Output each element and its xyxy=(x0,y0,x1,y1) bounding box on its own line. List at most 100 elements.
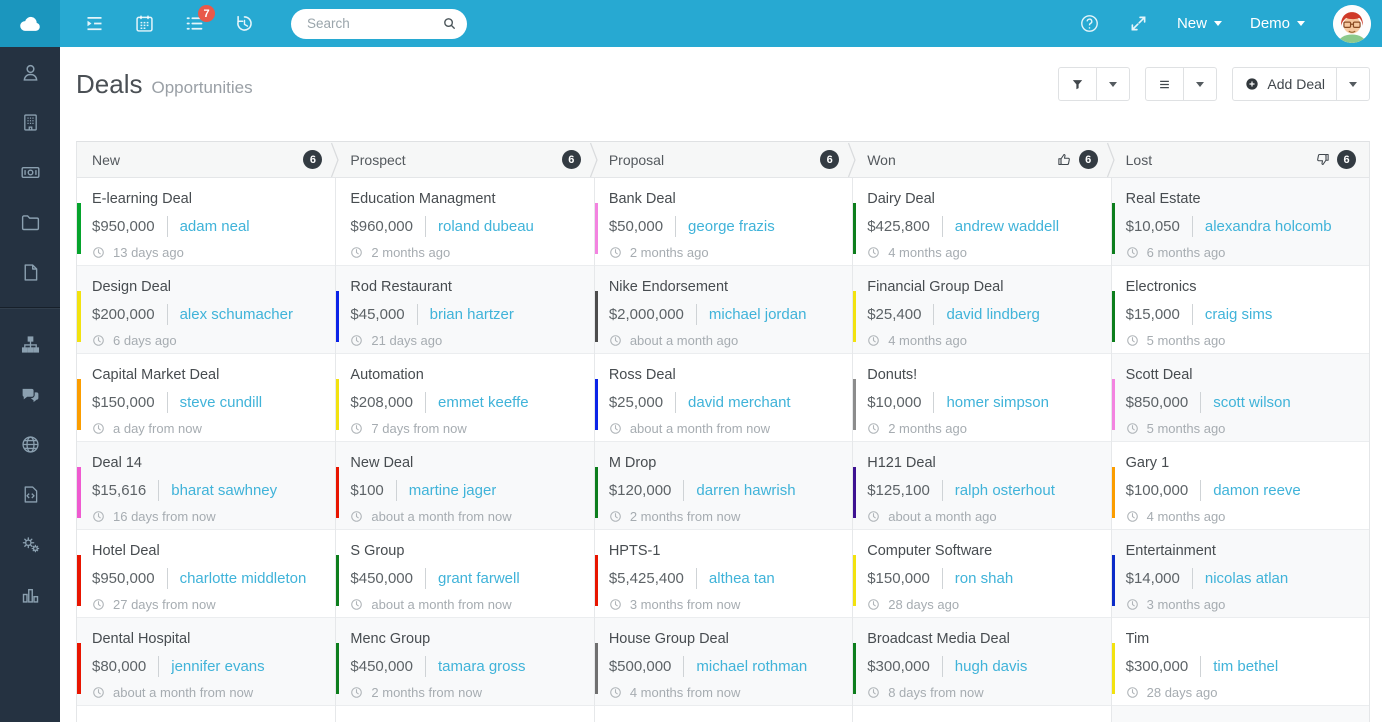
contact-link[interactable]: tamara gross xyxy=(437,658,526,675)
deal-time-text: about a month from now xyxy=(371,509,512,524)
amount-contact-divider xyxy=(395,480,397,501)
sidebar-item-contacts[interactable] xyxy=(0,47,60,97)
sidebar-item-bar-chart[interactable] xyxy=(0,569,60,619)
deal-card[interactable]: Gary 1 $100,000 damon reeve 4 months ago xyxy=(1110,442,1370,530)
contact-link[interactable]: steve cundill xyxy=(179,394,263,411)
add-deal-dropdown-button[interactable] xyxy=(1336,67,1370,101)
sidebar-item-settings[interactable] xyxy=(0,519,60,569)
deal-card[interactable]: M Drop $120,000 darren hawrish 2 months fro… xyxy=(593,442,853,530)
deal-card[interactable]: Broadcast Media Deal $300,000 hugh davis 8 … xyxy=(852,618,1111,706)
sidebar-item-accounts[interactable] xyxy=(0,97,60,147)
deal-card[interactable]: Nike Endorsement $2,000,000 michael jordan… xyxy=(593,266,853,354)
contact-link[interactable]: michael jordan xyxy=(708,306,807,323)
user-menu[interactable]: Demo xyxy=(1250,15,1305,32)
search-icon[interactable] xyxy=(442,16,457,31)
contact-link[interactable]: david merchant xyxy=(688,394,791,411)
contact-link[interactable]: scott wilson xyxy=(1213,394,1291,411)
contact-link[interactable]: andrew waddell xyxy=(954,218,1060,235)
deal-card[interactable]: Scott Deal $850,000 scott wilson 5 months a… xyxy=(1110,354,1370,442)
deal-status-bar xyxy=(335,291,340,342)
contact-link[interactable]: grant farwell xyxy=(437,570,520,587)
new-menu[interactable]: New xyxy=(1177,15,1222,32)
filter-dropdown-button[interactable] xyxy=(1096,67,1131,101)
sidebar-toggle-icon[interactable] xyxy=(84,13,105,34)
tasks-icon[interactable]: 7 xyxy=(184,5,215,34)
clock-icon xyxy=(867,510,880,523)
deal-card[interactable]: New Deal $100 martine jager about a month f… xyxy=(335,442,594,530)
contact-link[interactable]: darren hawrish xyxy=(696,482,796,499)
contact-link[interactable]: tim bethel xyxy=(1213,658,1279,675)
deal-card[interactable]: Deal 14 $15,616 bharat sawhney 16 days from… xyxy=(77,442,336,530)
contact-link[interactable]: homer simpson xyxy=(946,394,1049,411)
amount-contact-divider xyxy=(424,392,426,413)
deal-card[interactable]: Entertainment $14,000 nicolas atlan 3 month… xyxy=(1110,530,1370,618)
deal-status-bar xyxy=(77,467,81,518)
contact-link[interactable]: ron shah xyxy=(954,570,1014,587)
help-icon[interactable] xyxy=(1079,13,1100,34)
contact-link[interactable]: david lindberg xyxy=(946,306,1040,323)
deal-card[interactable]: Hotel Deal $950,000 charlotte middleton 27 … xyxy=(77,530,336,618)
deal-card[interactable]: Education Managment $960,000 roland dubeau… xyxy=(335,178,594,266)
contact-link[interactable]: michael rothman xyxy=(696,658,808,675)
history-icon[interactable] xyxy=(234,13,255,34)
deal-card[interactable]: Capital Market Deal $150,000 steve cundill… xyxy=(77,354,336,442)
contact-link[interactable]: althea tan xyxy=(708,570,775,587)
deal-card[interactable]: Financial Group Deal $25,400 david lindber… xyxy=(852,266,1111,354)
contact-link[interactable]: ralph osterhout xyxy=(954,482,1055,499)
deal-card[interactable]: Rod Restaurant $45,000 brian hartzer 21 day… xyxy=(335,266,594,354)
deal-card[interactable]: Ross Deal $25,000 david merchant about a mo… xyxy=(593,354,853,442)
deal-card[interactable]: H121 Deal $125,100 ralph osterhout about a … xyxy=(852,442,1111,530)
clock-icon xyxy=(1126,598,1139,611)
contact-link[interactable]: adam neal xyxy=(179,218,250,235)
contact-link[interactable]: alexandra holcomb xyxy=(1204,218,1332,235)
deal-card[interactable]: Computer Software $150,000 ron shah 28 days… xyxy=(852,530,1111,618)
search-input[interactable] xyxy=(305,15,442,32)
deal-card[interactable]: HPTS-1 $5,425,400 althea tan 3 months from … xyxy=(593,530,853,618)
deal-card[interactable]: Bank Deal $50,000 george frazis 2 months ag… xyxy=(593,178,853,266)
contact-link[interactable]: jennifer evans xyxy=(171,658,265,675)
contact-link[interactable]: george frazis xyxy=(688,218,775,235)
deal-status-bar xyxy=(77,555,81,606)
deal-card[interactable]: Electronics $15,000 craig sims 5 months ago xyxy=(1110,266,1370,354)
deal-title: H121 Deal xyxy=(867,455,936,471)
expand-icon[interactable] xyxy=(1128,13,1149,34)
deal-card[interactable]: S Group $450,000 grant farwell about a mont… xyxy=(335,530,594,618)
deal-card[interactable]: E-learning Deal $950,000 adam neal 13 days … xyxy=(77,178,336,266)
contact-link[interactable]: martine jager xyxy=(408,482,497,499)
new-menu-label: New xyxy=(1176,15,1207,32)
app-logo[interactable] xyxy=(0,0,60,47)
sidebar-item-code-file[interactable] xyxy=(0,469,60,519)
add-deal-button[interactable]: Add Deal xyxy=(1232,67,1337,101)
list-view-button[interactable] xyxy=(1145,67,1185,101)
sidebar-item-org-chart[interactable] xyxy=(0,319,60,369)
sidebar-item-chat[interactable] xyxy=(0,369,60,419)
deal-card[interactable]: Donuts! $10,000 homer simpson 2 months ago xyxy=(852,354,1111,442)
deal-card[interactable]: Real Estate $10,050 alexandra holcomb 6 mon… xyxy=(1110,178,1370,266)
deal-card[interactable]: Automation $208,000 emmet keeffe 7 days fro… xyxy=(335,354,594,442)
deal-card[interactable]: Menc Group $450,000 tamara gross 2 months f… xyxy=(335,618,594,706)
contact-link[interactable]: damon reeve xyxy=(1213,482,1301,499)
sidebar-item-globe[interactable] xyxy=(0,419,60,469)
contact-link[interactable]: hugh davis xyxy=(954,658,1028,675)
deal-title: Electronics xyxy=(1125,279,1197,295)
avatar[interactable] xyxy=(1333,4,1371,43)
sidebar-item-document[interactable] xyxy=(0,247,60,297)
deal-card[interactable]: Dairy Deal $425,800 andrew waddell 4 months… xyxy=(852,178,1111,266)
contact-link[interactable]: alex schumacher xyxy=(179,306,293,323)
contact-link[interactable]: brian hartzer xyxy=(429,306,514,323)
contact-link[interactable]: bharat sawhney xyxy=(171,482,278,499)
contact-link[interactable]: nicolas atlan xyxy=(1204,570,1289,587)
sidebar-item-folder[interactable] xyxy=(0,197,60,247)
deal-card[interactable]: Dental Hospital $80,000 jennifer evans abou… xyxy=(77,618,336,706)
calendar-icon[interactable] xyxy=(134,13,155,34)
deal-card[interactable]: Tim $300,000 tim bethel 28 days ago xyxy=(1110,618,1370,706)
contact-link[interactable]: roland dubeau xyxy=(437,218,534,235)
contact-link[interactable]: charlotte middleton xyxy=(179,570,307,587)
view-dropdown-button[interactable] xyxy=(1183,67,1218,101)
contact-link[interactable]: emmet keeffe xyxy=(437,394,529,411)
deal-card[interactable]: Design Deal $200,000 alex schumacher 6 days… xyxy=(77,266,336,354)
deal-card[interactable]: House Group Deal $500,000 michael rothman 4… xyxy=(593,618,853,706)
contact-link[interactable]: craig sims xyxy=(1204,306,1273,323)
sidebar-item-deals[interactable] xyxy=(0,147,60,197)
filter-button[interactable] xyxy=(1058,67,1098,101)
